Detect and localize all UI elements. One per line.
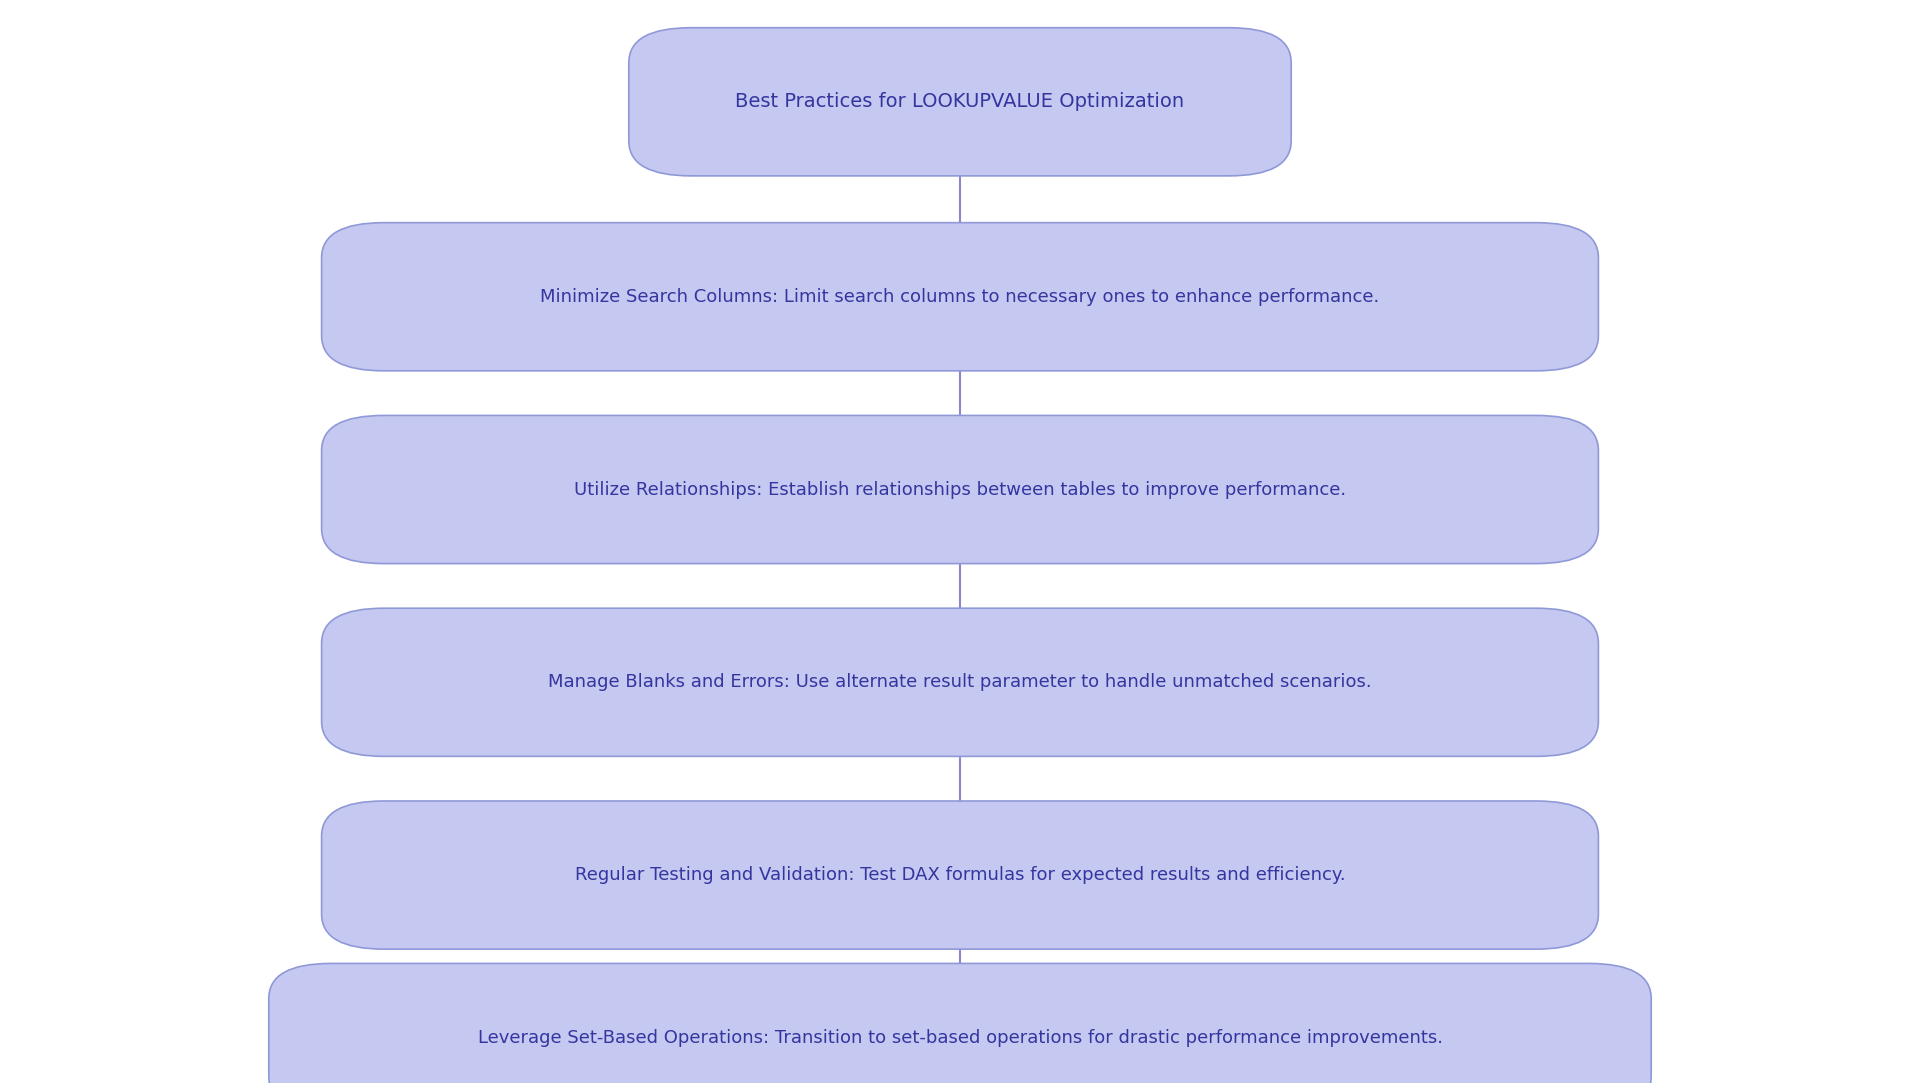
Text: Regular Testing and Validation: Test DAX formulas for expected results and effic: Regular Testing and Validation: Test DAX… xyxy=(574,866,1346,884)
FancyBboxPatch shape xyxy=(269,964,1651,1083)
Text: Manage Blanks and Errors: Use alternate result parameter to handle unmatched sce: Manage Blanks and Errors: Use alternate … xyxy=(549,674,1371,691)
Text: Best Practices for LOOKUPVALUE Optimization: Best Practices for LOOKUPVALUE Optimizat… xyxy=(735,92,1185,112)
FancyBboxPatch shape xyxy=(321,609,1597,756)
FancyBboxPatch shape xyxy=(321,223,1597,370)
Text: Minimize Search Columns: Limit search columns to necessary ones to enhance perfo: Minimize Search Columns: Limit search co… xyxy=(540,288,1380,305)
Text: Utilize Relationships: Establish relationships between tables to improve perform: Utilize Relationships: Establish relatio… xyxy=(574,481,1346,498)
FancyBboxPatch shape xyxy=(630,28,1290,175)
FancyBboxPatch shape xyxy=(321,416,1597,563)
FancyBboxPatch shape xyxy=(321,801,1597,949)
Text: Leverage Set-Based Operations: Transition to set-based operations for drastic pe: Leverage Set-Based Operations: Transitio… xyxy=(478,1029,1442,1046)
